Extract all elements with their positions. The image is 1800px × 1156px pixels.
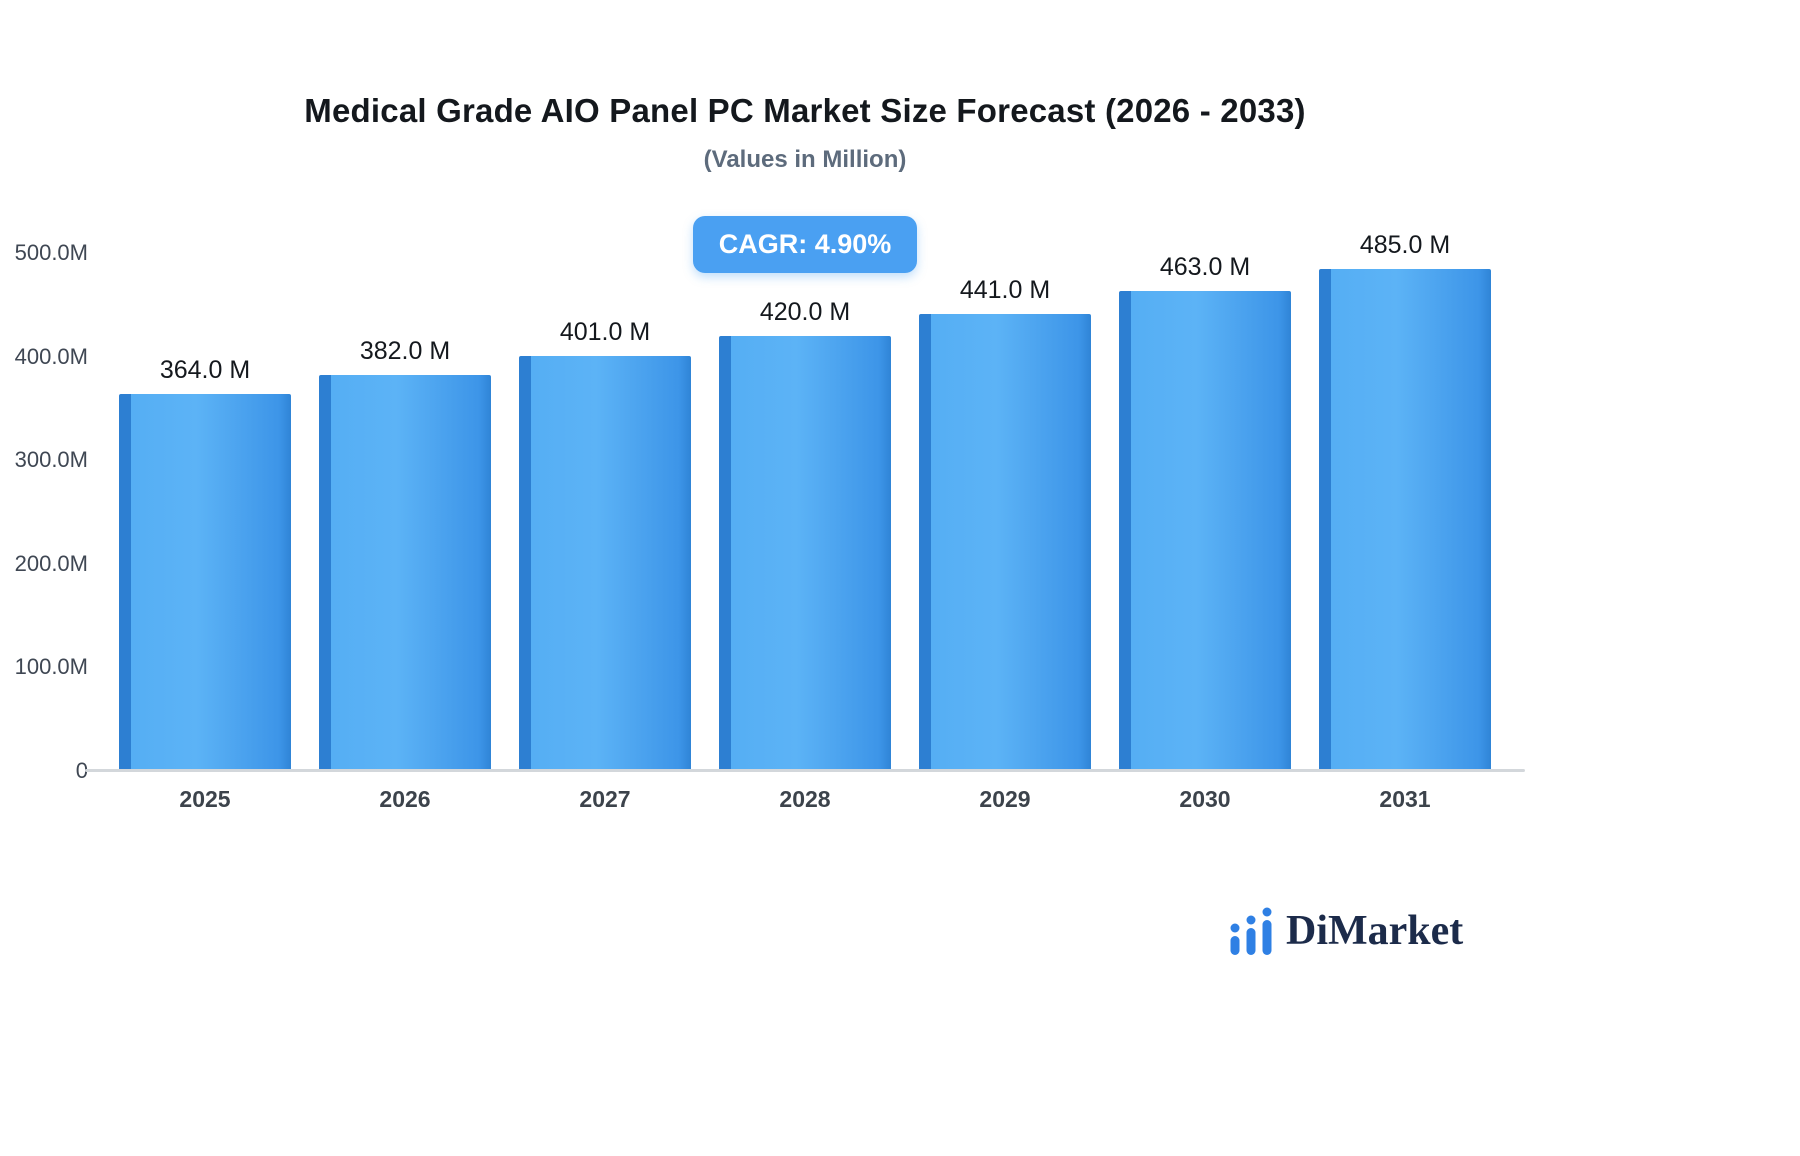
y-tick-label: 0 (75, 758, 88, 783)
bar-slot: 401.0 M (505, 253, 705, 771)
bar-value-label: 420.0 M (759, 297, 851, 326)
bar-value-label: 441.0 M (959, 276, 1051, 305)
bar-value-label: 463.0 M (1159, 253, 1251, 282)
x-tick-label: 2026 (379, 786, 431, 812)
x-tick-label: 2028 (779, 786, 831, 812)
bar-slot: 463.0 M (1105, 253, 1305, 771)
bar-value-label: 401.0 M (559, 317, 651, 346)
x-tick-label: 2031 (1379, 786, 1431, 812)
chart-title: Medical Grade AIO Panel PC Market Size F… (304, 92, 1306, 129)
bar-value-label: 485.0 M (1359, 230, 1451, 259)
bar-2028: 420.0 M (719, 298, 891, 771)
y-tick-label: 300.0M (14, 447, 88, 473)
bar-2029: 441.0 M (919, 276, 1091, 771)
bar-slot: 420.0 M (705, 253, 905, 771)
bar-slot: 382.0 M (305, 253, 505, 771)
x-tick-label: 2030 (1179, 786, 1231, 812)
x-tick-label: 2025 (179, 786, 231, 812)
bar-value-label: 382.0 M (359, 337, 451, 366)
bar-2030: 463.0 M (1119, 253, 1291, 771)
x-tick-label: 2027 (579, 786, 631, 812)
chart-subtitle: (Values in Million) (703, 146, 907, 173)
bars-row: 364.0 M 382.0 M 401.0 M 420.0 M 441.0 M 463.0… (105, 231, 1505, 771)
cagr-badge: CAGR: 4.90% (692, 216, 918, 273)
x-axis-line (85, 769, 1525, 772)
bar-2025: 364.0 M (119, 356, 291, 771)
plot-area: 364.0 M 382.0 M 401.0 M 420.0 M 441.0 M 463.0… (105, 231, 1505, 771)
dimarket-logo-text: DiMarket (1286, 908, 1464, 954)
x-tick-label: 2029 (979, 786, 1031, 812)
x-axis: 2025 2026 2027 2028 2029 2030 2031 (105, 786, 1505, 813)
y-tick-label: 500.0M (14, 240, 88, 265)
bar-value-label: 364.0 M (159, 355, 251, 384)
dimarket-logo-icon (1230, 907, 1272, 955)
y-tick-label: 400.0M (14, 343, 88, 369)
y-axis: 0 100.0M 200.0M 300.0M 400.0M 500.0M (0, 240, 88, 783)
bar-2027: 401.0 M (519, 318, 691, 771)
bar-2031: 485.0 M (1319, 231, 1491, 771)
dimarket-logo: DiMarket (1226, 903, 1463, 957)
bar-slot: 485.0 M (1305, 231, 1505, 771)
y-tick-label: 100.0M (14, 654, 88, 680)
bar-slot: 364.0 M (105, 253, 305, 771)
chart-header: Medical Grade AIO Panel PC Market Size F… (0, 92, 1610, 273)
bar-2026: 382.0 M (319, 337, 491, 771)
bar-slot: 441.0 M (905, 253, 1105, 771)
y-tick-label: 200.0M (14, 550, 88, 576)
